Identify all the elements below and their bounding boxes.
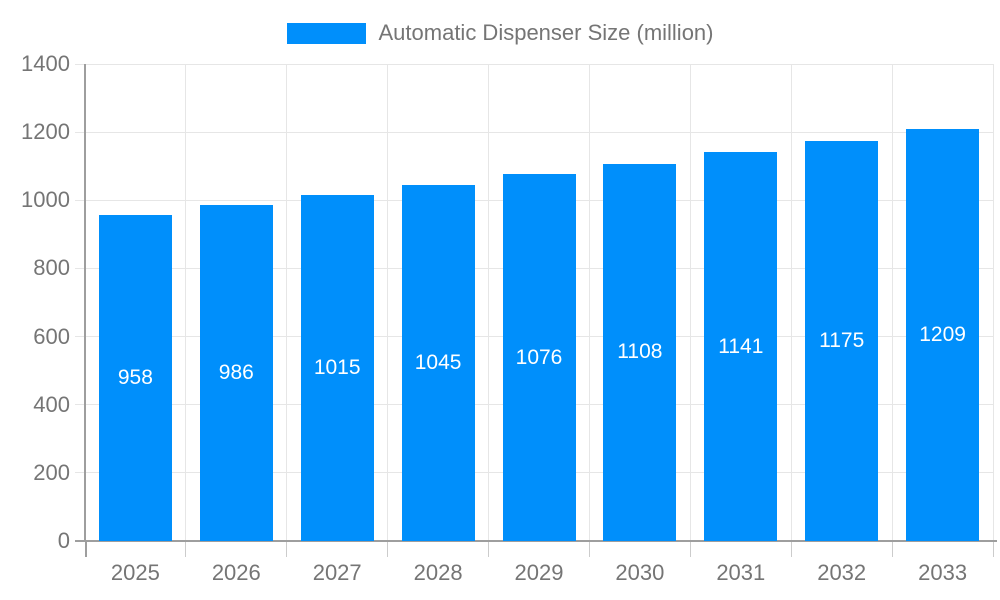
bar (199, 205, 273, 541)
x-tick-label: 2030 (615, 560, 665, 585)
x-tick-label: 2031 (716, 560, 766, 585)
bar-value-label: 1108 (617, 340, 663, 364)
y-tick-label: 800 (33, 255, 70, 281)
x-tick-mark (790, 541, 792, 557)
bar (401, 185, 475, 541)
bar-value-label: 1045 (414, 351, 462, 374)
x-tick-label: 2025 (110, 560, 160, 585)
x-tick-mark (689, 541, 691, 557)
chart-legend: Automatic Dispenser Size (million) (0, 20, 1000, 46)
bar-value-label: 1209 (919, 323, 966, 346)
x-tick-label: 2029 (514, 560, 564, 585)
x-tick-mark (387, 541, 389, 557)
x-tick-mark (488, 541, 490, 557)
x-tick-mark (84, 541, 87, 557)
y-tick-label: 600 (33, 323, 70, 349)
bar-value-label: 1175 (819, 328, 865, 352)
bar-value-label: 1076 (515, 345, 563, 369)
bar-value-label: 986 (218, 361, 254, 384)
bar (502, 174, 576, 541)
y-tick-label: 200 (33, 459, 70, 485)
x-tick-label: 2027 (312, 560, 362, 585)
h-gridline (75, 63, 993, 65)
x-tick-label: 2033 (918, 560, 968, 585)
bar (98, 214, 172, 541)
v-gridline (992, 64, 994, 541)
y-tick-label: 0 (57, 528, 70, 553)
bar-value-label: 1015 (313, 356, 361, 380)
bar-value-label: 958 (117, 365, 153, 389)
v-gridline (689, 64, 691, 541)
y-tick-label: 1400 (21, 51, 70, 76)
x-tick-mark (588, 541, 590, 557)
y-axis-line (84, 64, 86, 541)
bar (603, 163, 677, 541)
x-tick-label: 2032 (817, 560, 867, 585)
y-tick-label: 1000 (21, 187, 70, 213)
x-tick-label: 2028 (413, 560, 463, 585)
x-axis-line (75, 540, 997, 542)
bar (906, 129, 980, 541)
legend-swatch (286, 22, 366, 44)
x-tick-mark (286, 541, 288, 557)
v-gridline (387, 64, 389, 541)
y-tick-label: 400 (33, 391, 70, 417)
x-tick-label: 2026 (211, 560, 261, 585)
v-gridline (588, 64, 590, 541)
v-gridline (488, 64, 490, 541)
bar (704, 152, 778, 541)
x-tick-mark (891, 541, 893, 557)
v-gridline (286, 64, 288, 541)
h-gridline (75, 131, 993, 133)
v-gridline (185, 64, 187, 541)
bar (300, 195, 374, 541)
x-tick-mark (992, 541, 994, 557)
v-gridline (790, 64, 792, 541)
v-gridline (891, 64, 893, 541)
legend-label: Automatic Dispenser Size (million) (378, 20, 714, 45)
bar (805, 140, 879, 541)
bar-value-label: 1141 (718, 334, 764, 358)
x-tick-mark (185, 541, 187, 557)
y-tick-label: 1200 (21, 119, 70, 145)
